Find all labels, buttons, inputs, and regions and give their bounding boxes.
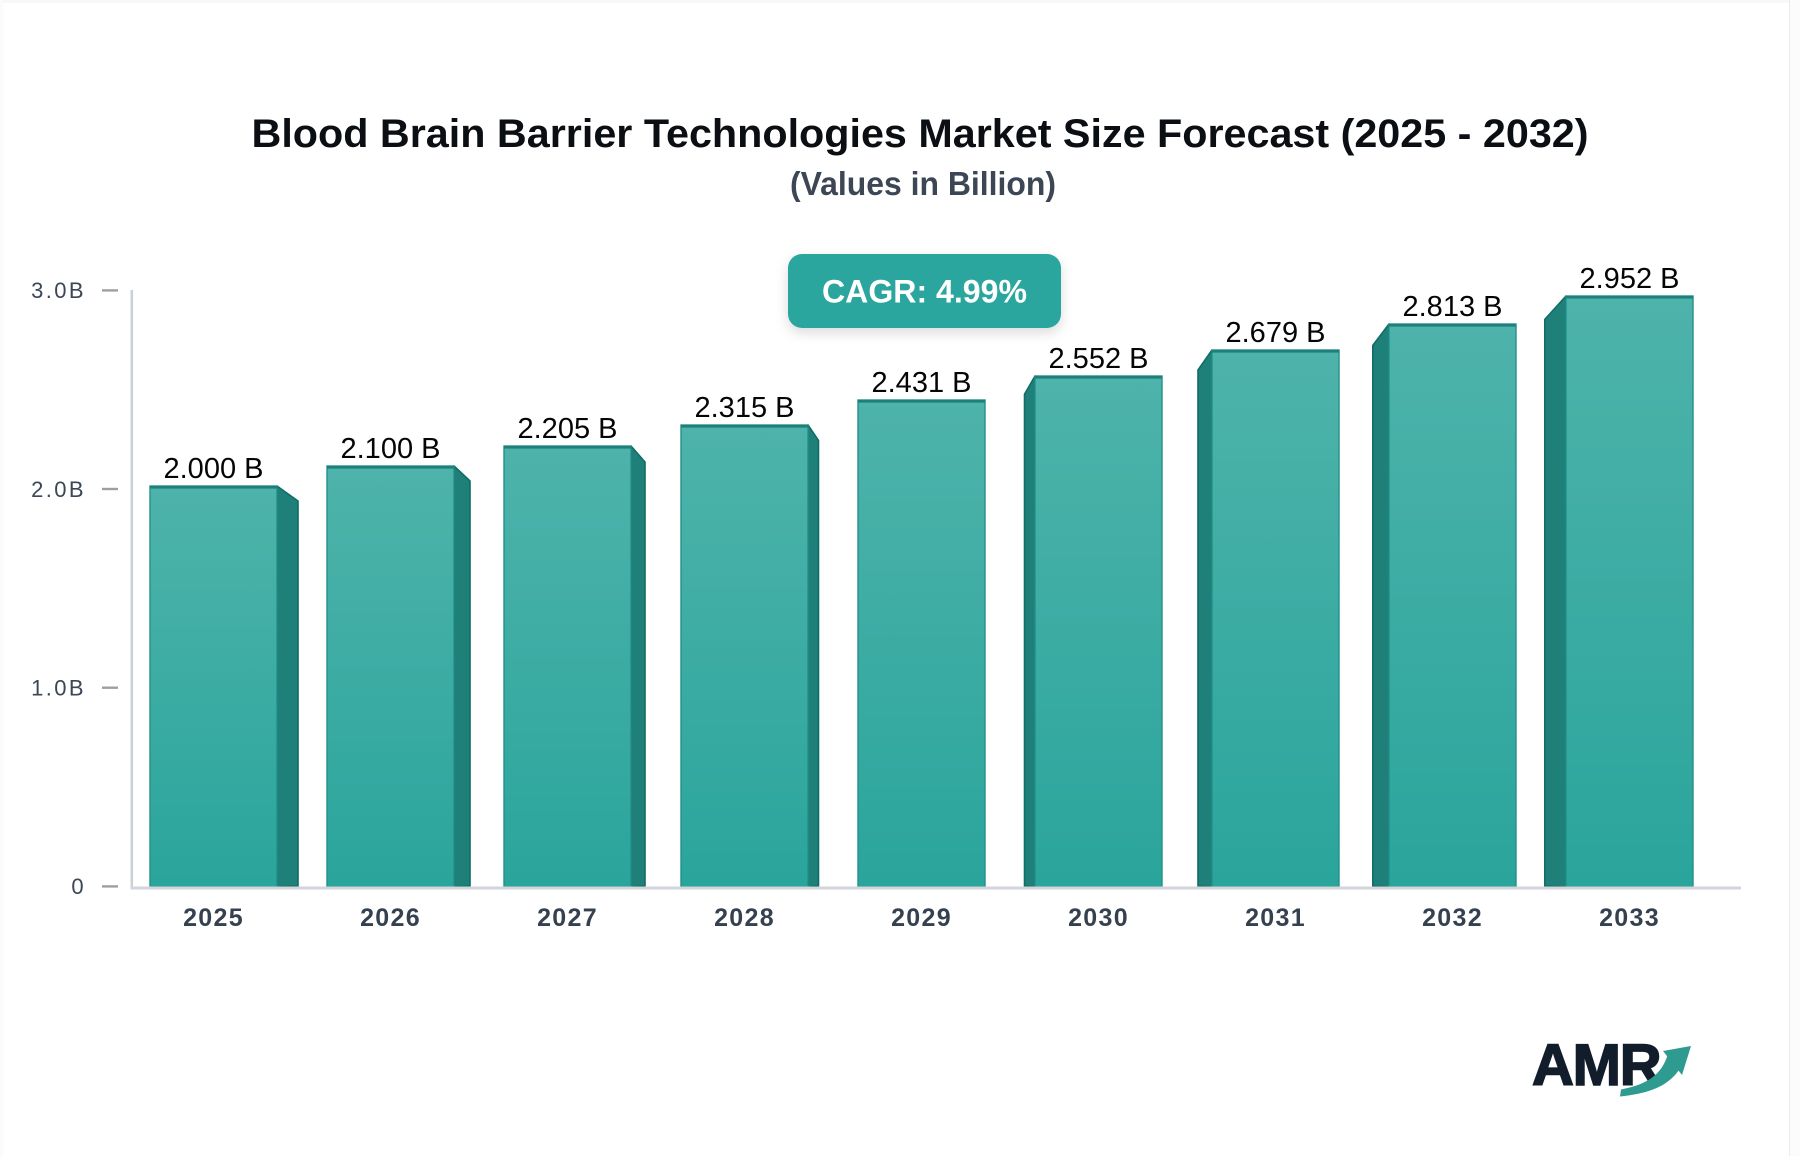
- svg-text:3.0B: 3.0B: [31, 278, 86, 303]
- svg-text:2.552 B: 2.552 B: [1049, 343, 1149, 375]
- svg-text:2.813 B: 2.813 B: [1403, 291, 1503, 323]
- svg-text:1.0B: 1.0B: [31, 676, 86, 701]
- svg-text:2032: 2032: [1422, 904, 1483, 932]
- svg-text:2025: 2025: [183, 904, 244, 932]
- svg-text:2026: 2026: [360, 904, 421, 932]
- svg-text:2.431 B: 2.431 B: [872, 367, 972, 399]
- svg-text:2.679 B: 2.679 B: [1226, 317, 1326, 349]
- svg-text:2033: 2033: [1599, 904, 1660, 932]
- svg-text:CAGR: 4.99%: CAGR: 4.99%: [822, 274, 1027, 310]
- svg-text:2029: 2029: [891, 904, 952, 932]
- svg-text:2028: 2028: [714, 904, 775, 932]
- svg-text:2030: 2030: [1068, 904, 1129, 932]
- svg-text:2.100 B: 2.100 B: [341, 433, 441, 465]
- svg-text:2027: 2027: [537, 904, 598, 932]
- svg-text:2.315 B: 2.315 B: [695, 392, 795, 424]
- svg-text:2.0B: 2.0B: [31, 477, 86, 502]
- svg-text:0: 0: [71, 874, 86, 899]
- svg-text:2.205 B: 2.205 B: [518, 413, 618, 445]
- svg-text:2031: 2031: [1245, 904, 1306, 932]
- svg-text:2.952 B: 2.952 B: [1580, 263, 1680, 295]
- svg-text:2.000 B: 2.000 B: [164, 453, 264, 485]
- svg-text:(Values in Billion): (Values in Billion): [790, 165, 1056, 202]
- svg-text:AMR: AMR: [1532, 1033, 1661, 1098]
- svg-text:Blood Brain Barrier Technologi: Blood Brain Barrier Technologies Market …: [252, 112, 1589, 156]
